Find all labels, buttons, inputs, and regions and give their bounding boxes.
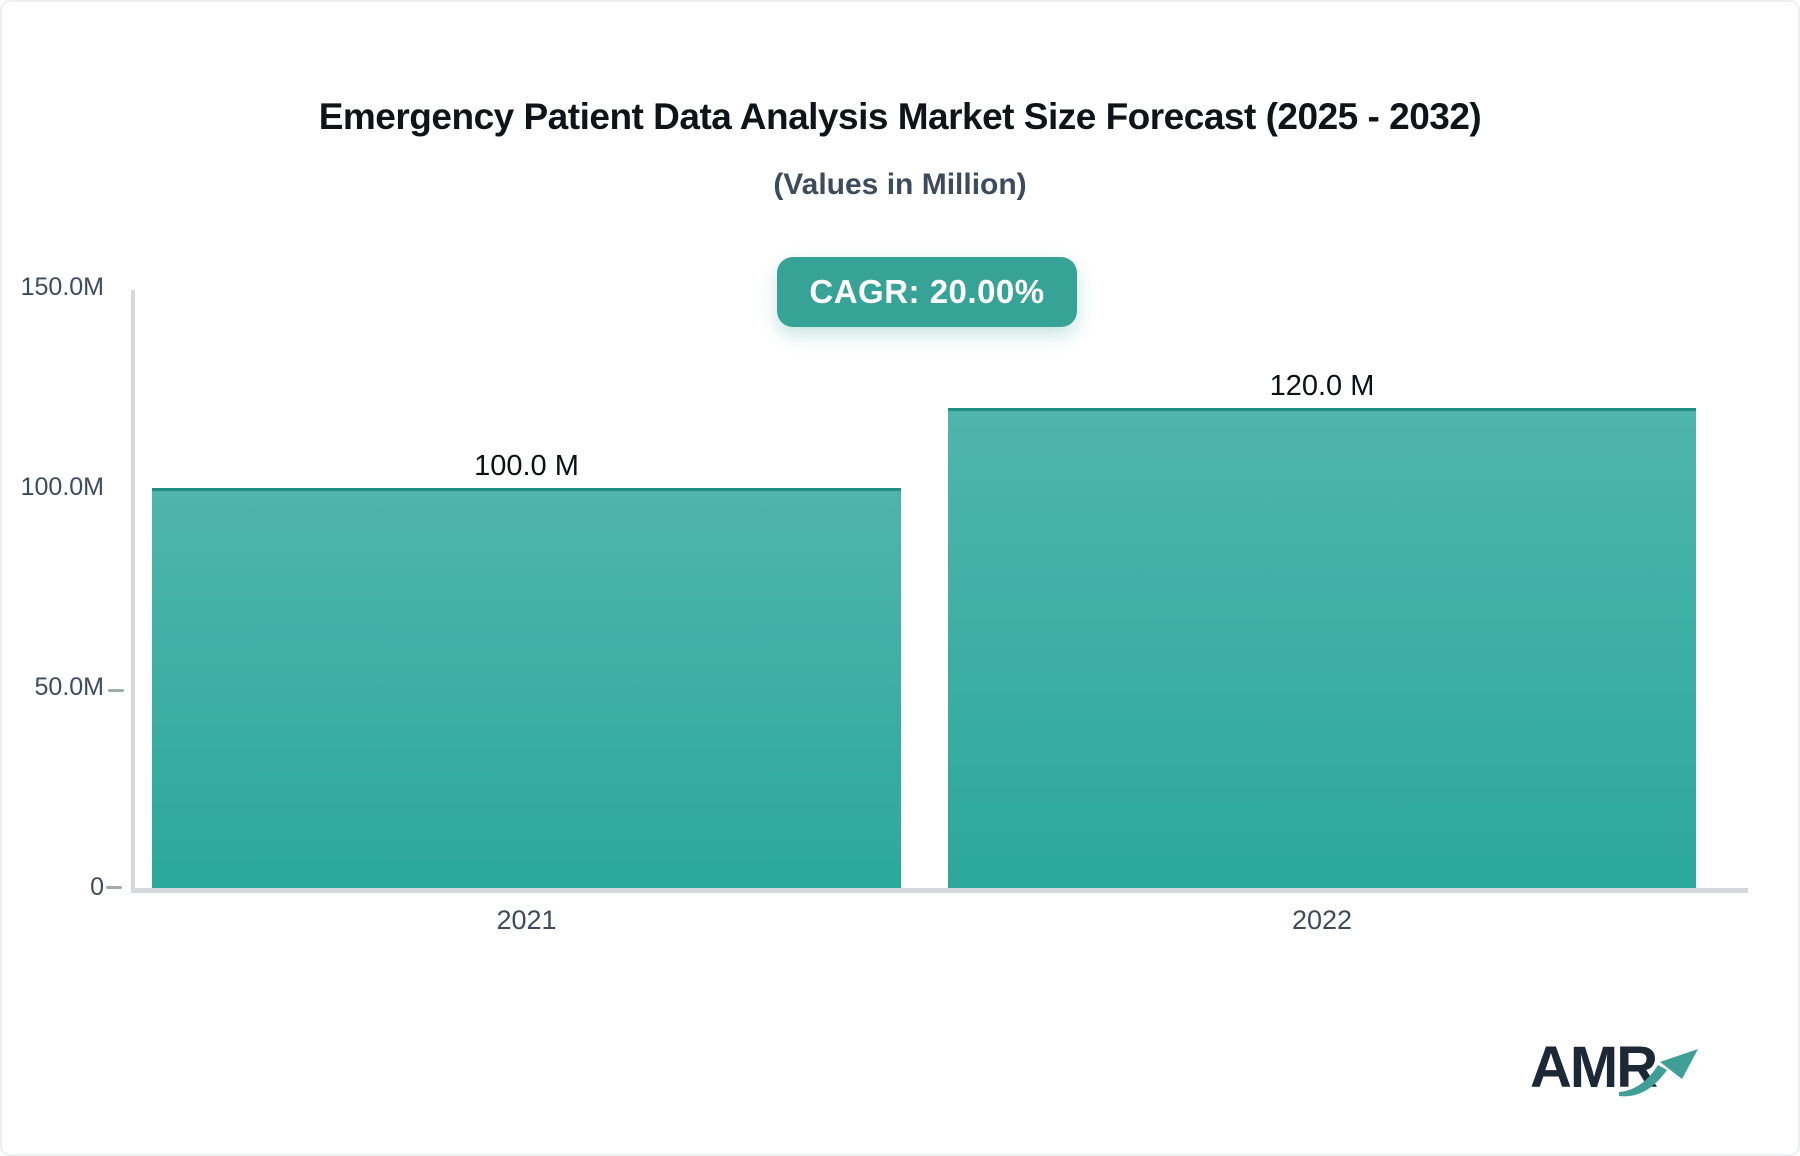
y-axis-tick-50m: [108, 689, 124, 692]
growth-arrow-icon: [1619, 1049, 1698, 1097]
bar-2022[interactable]: [948, 408, 1696, 888]
y-axis-tick-0: [106, 886, 122, 889]
chart-subtitle: (Values in Million): [773, 168, 1027, 201]
x-tick-label-2022: 2022: [1291, 905, 1353, 935]
y-tick-label-100m: 100.0M: [20, 473, 104, 501]
bar-value-label-2021: 100.0 M: [474, 450, 579, 482]
cagr-badge: CAGR: 20.00%: [777, 257, 1077, 327]
bar-value-label-2022: 120.0 M: [1269, 370, 1375, 402]
y-tick-label-150m: 150.0M: [20, 273, 104, 301]
y-tick-label-0: 0: [90, 873, 104, 901]
y-axis-line: [131, 290, 135, 893]
x-axis-line: [131, 888, 1748, 893]
y-tick-label-50m: 50.0M: [34, 673, 104, 701]
x-tick-label-2021: 2021: [496, 905, 557, 935]
bar-2021[interactable]: [152, 488, 901, 888]
amr-logo: AMR: [1530, 1034, 1730, 1124]
chart-title: Emergency Patient Data Analysis Market S…: [318, 96, 1482, 137]
